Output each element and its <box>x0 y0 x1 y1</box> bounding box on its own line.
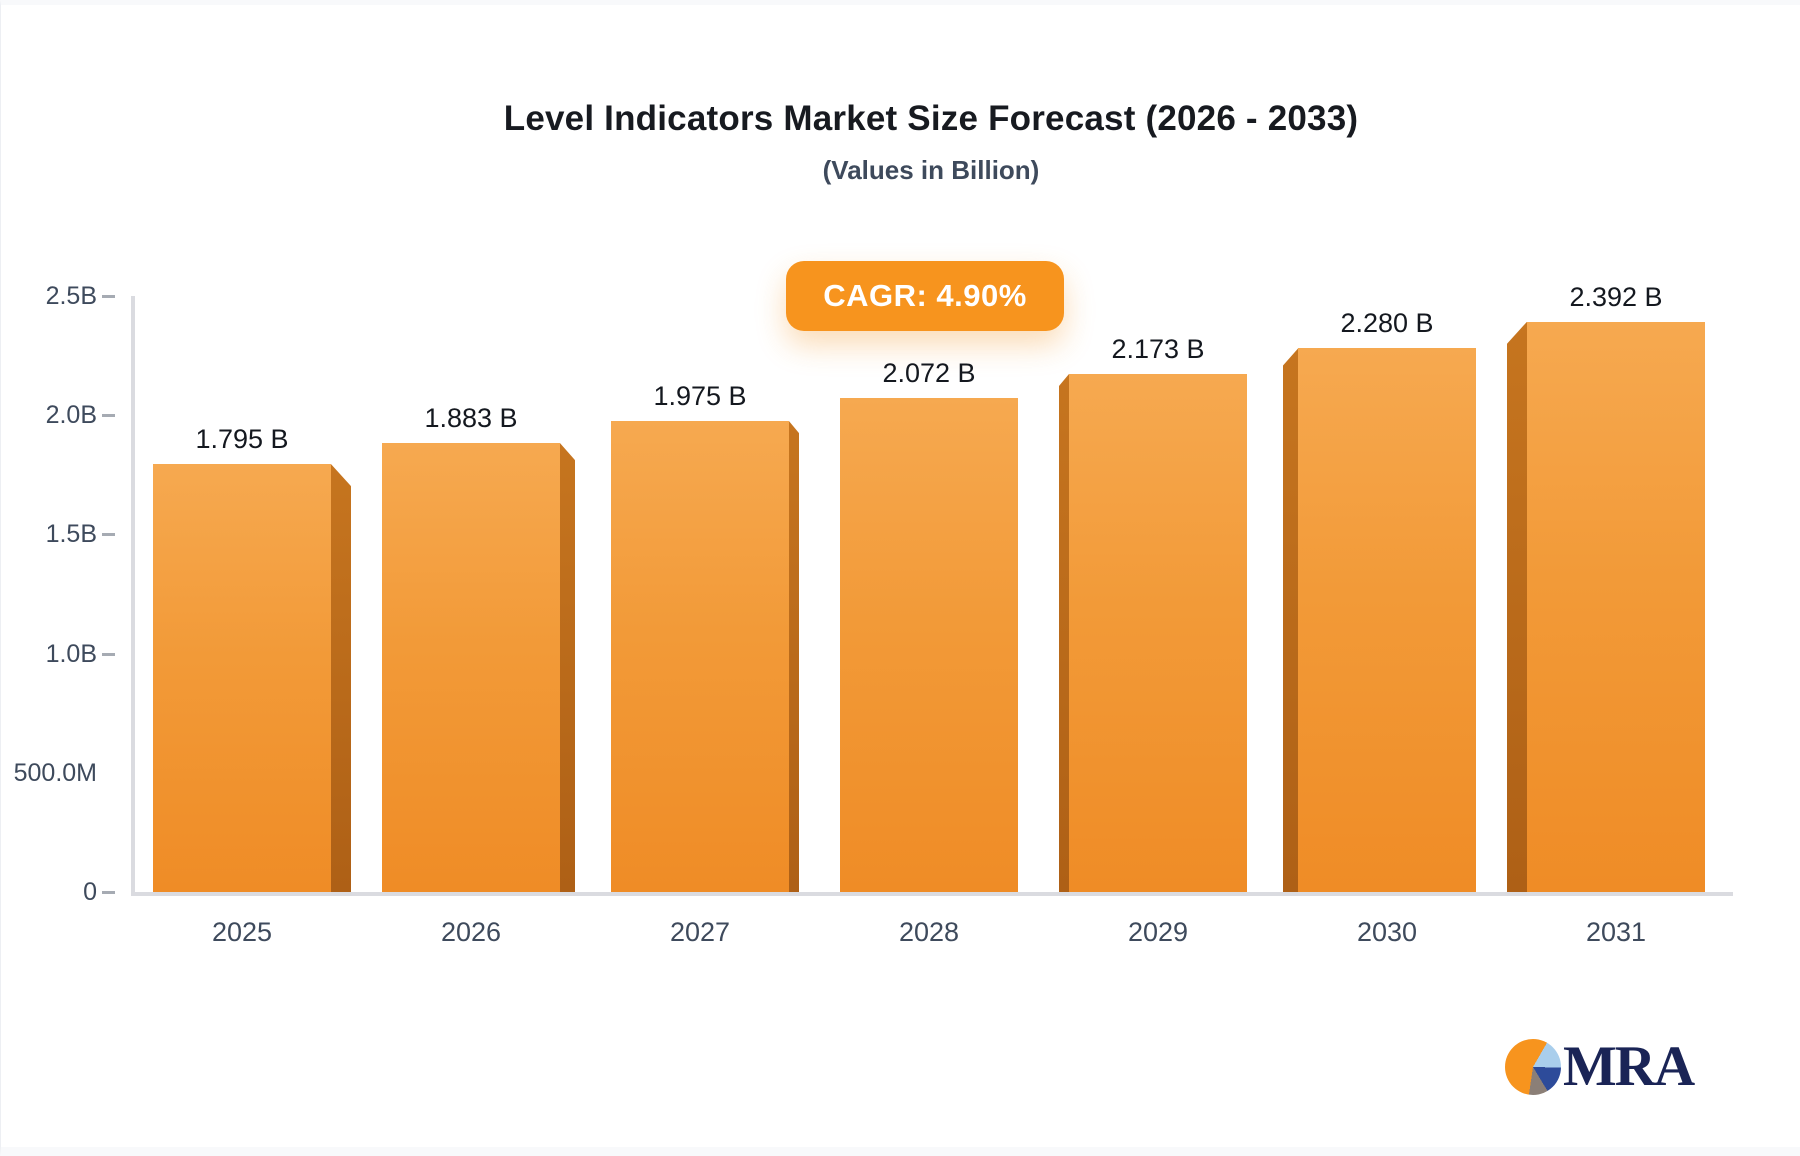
x-axis-category-label: 2027 <box>669 917 731 947</box>
y-axis-tick-label: 0 <box>83 878 97 906</box>
bar-value-label: 2.173 B <box>1111 333 1205 364</box>
pie-chart-logo-icon <box>1505 1039 1561 1095</box>
bar-2026 <box>382 443 560 892</box>
bar-2025 <box>153 464 331 892</box>
y-axis-tick-mark <box>102 533 115 537</box>
y-axis-tick-mark <box>102 295 115 298</box>
x-axis-category-label: 2029 <box>1127 917 1189 947</box>
y-axis-tick-label: 1.0B <box>45 639 97 668</box>
bar-3d-side <box>789 421 799 892</box>
logo-text: MRA <box>1563 1035 1695 1098</box>
cagr-badge: CAGR: 4.90% <box>786 261 1064 331</box>
bar-3d-side <box>331 464 351 892</box>
y-axis-tick-label: 2.5B <box>45 282 97 310</box>
bar-2030 <box>1298 348 1476 892</box>
bar-value-label: 2.072 B <box>882 358 976 389</box>
y-axis-tick-label: 500.0M <box>13 758 97 787</box>
bar-value-label: 1.883 B <box>424 403 518 434</box>
bar-3d-side <box>1059 373 1069 892</box>
x-axis-line <box>131 892 1733 896</box>
bar-2028 <box>840 398 1018 892</box>
y-axis-tick-label: 2.0B <box>45 401 97 430</box>
bar-value-label: 1.975 B <box>653 381 747 412</box>
x-axis-category-label: 2025 <box>211 917 273 947</box>
x-axis-category-label: 2030 <box>1356 917 1418 947</box>
y-axis-line <box>131 296 135 896</box>
bar-3d-side <box>1283 348 1298 892</box>
bar-3d-side <box>1507 321 1527 892</box>
y-axis-tick-mark <box>102 414 115 418</box>
bar-value-label: 2.392 B <box>1569 281 1663 312</box>
x-axis-category-label: 2031 <box>1585 917 1647 947</box>
y-axis-tick-label: 1.5B <box>45 520 97 549</box>
bar-2029 <box>1069 373 1247 892</box>
bar-value-label: 1.795 B <box>195 424 289 455</box>
bar-2031 <box>1527 321 1705 892</box>
chart-title: Level Indicators Market Size Forecast (2… <box>503 99 1359 138</box>
mra-logo: MRA <box>1505 1035 1695 1098</box>
bar-3d-side <box>560 443 575 892</box>
x-axis-category-label: 2028 <box>898 917 960 947</box>
y-axis-tick-mark <box>102 891 115 894</box>
x-axis-category-label: 2026 <box>440 917 502 947</box>
bar-2027 <box>611 421 789 892</box>
y-axis-tick-mark <box>102 652 115 656</box>
bar-value-label: 2.280 B <box>1340 308 1434 339</box>
chart-subtitle: (Values in Billion) <box>822 155 1040 185</box>
